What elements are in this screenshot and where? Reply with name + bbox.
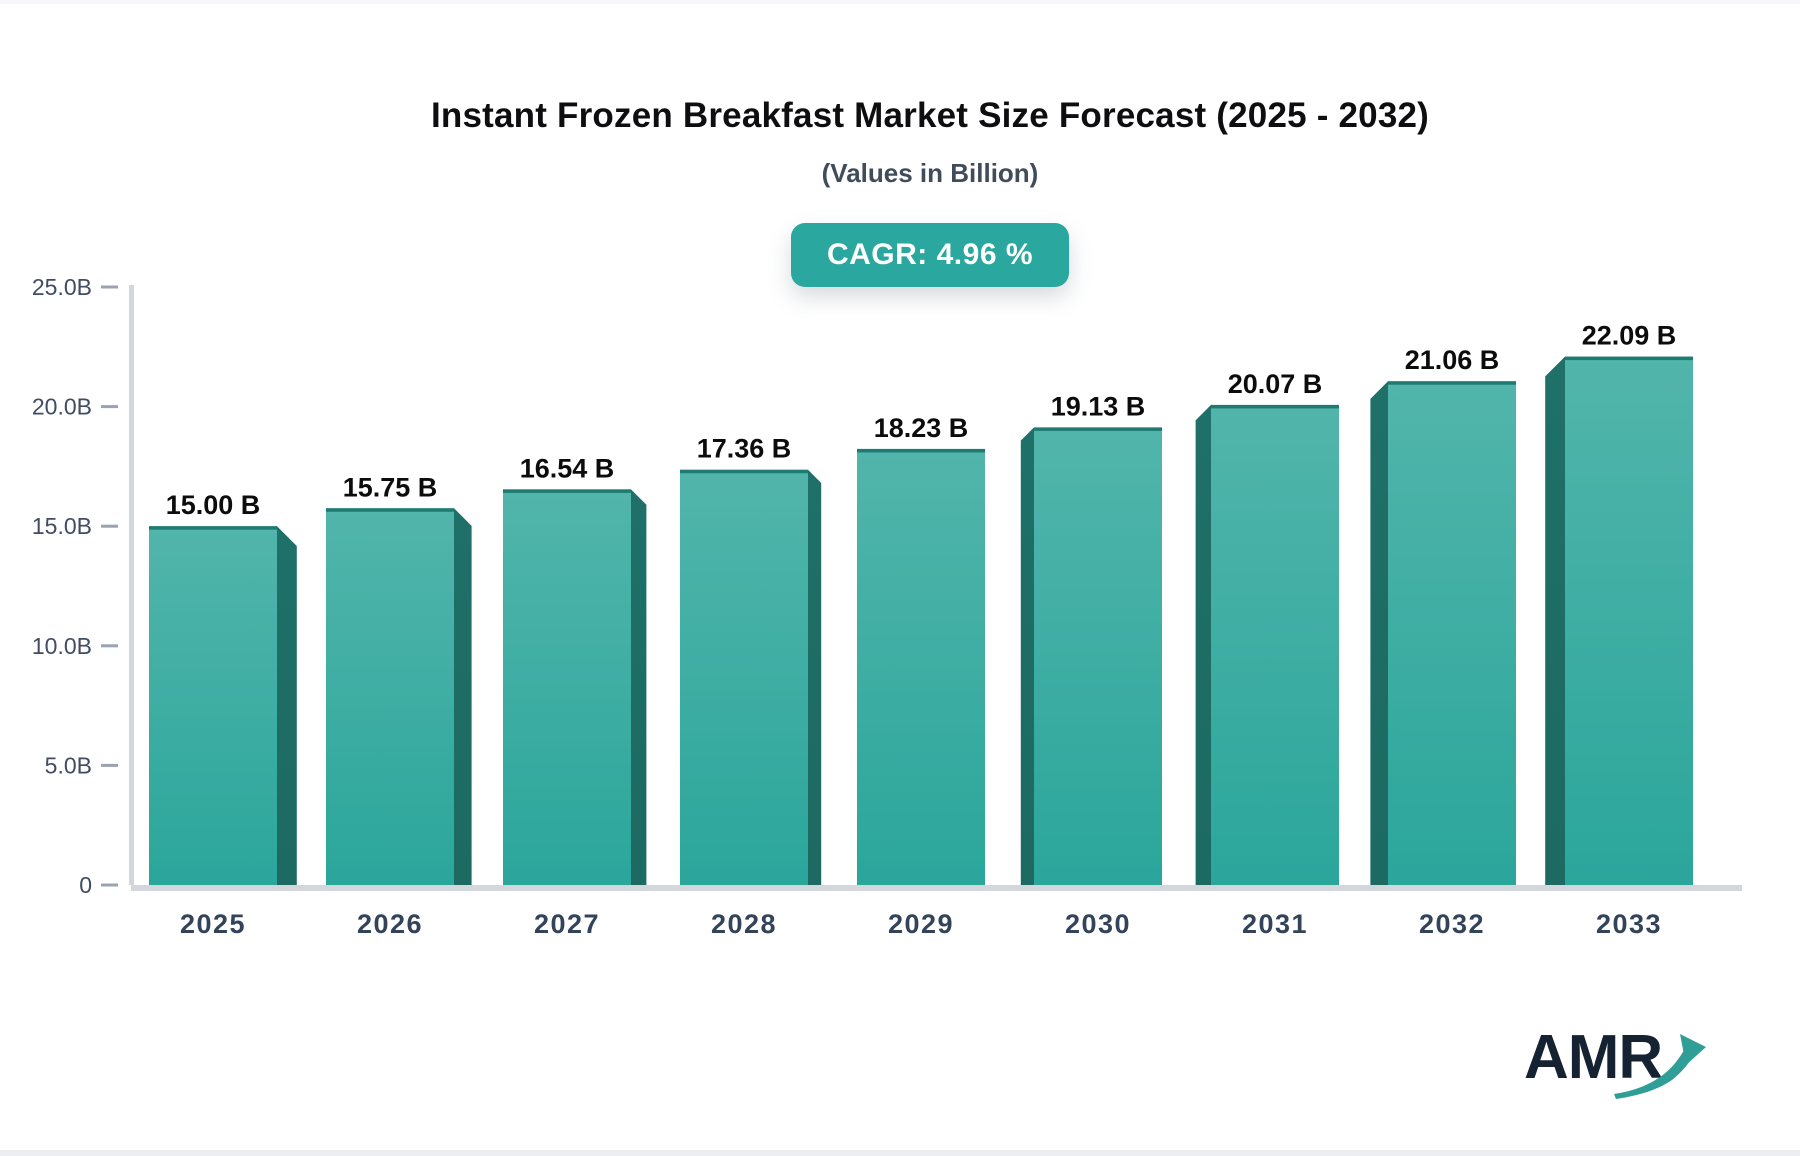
bar-face: [1565, 356, 1693, 886]
bar-side-panel: [277, 526, 297, 885]
bar-2026: 15.75 B 2026: [326, 472, 472, 939]
bar-top-edge: [1388, 381, 1516, 385]
x-axis-category-label: 2030: [1065, 909, 1131, 939]
bar-side-panel: [808, 469, 822, 885]
page-top-border: [0, 0, 1800, 4]
bar-2032: 21.06 B 2032: [1370, 345, 1516, 939]
bar-face: [1388, 381, 1516, 885]
chart-title: Instant Frozen Breakfast Market Size For…: [430, 96, 1430, 135]
bar-top-edge: [1211, 404, 1339, 409]
x-axis-category-label: 2032: [1419, 909, 1485, 939]
bar-2030: 19.13 B 2030: [1020, 391, 1162, 939]
bar-top-edge: [680, 469, 808, 474]
bar-top-edge: [1034, 427, 1162, 431]
bar-value-label: 15.75 B: [343, 472, 438, 502]
bar-value-label: 17.36 B: [697, 434, 792, 464]
bar-2025: 15.00 B 2025: [149, 490, 297, 939]
bar-top-edge: [149, 526, 277, 530]
bar-value-label: 15.00 B: [166, 490, 261, 520]
bar-top-edge: [857, 448, 985, 453]
y-axis-tick-label: 0: [79, 872, 92, 898]
amr-logo-text: AMR: [1524, 1023, 1663, 1092]
bar-side-panel: [454, 508, 472, 885]
x-axis-category-label: 2027: [534, 909, 600, 939]
y-axis-tick-label: 10.0B: [32, 633, 92, 659]
y-axis-line: [129, 285, 134, 885]
y-axis-tick-label: 15.0B: [32, 513, 92, 539]
y-axis-tick: [101, 644, 118, 648]
bar-face: [857, 448, 985, 885]
x-axis-category-label: 2025: [180, 909, 246, 939]
x-axis-line: [131, 885, 1742, 891]
x-axis-category-label: 2031: [1242, 909, 1308, 939]
y-axis-tick: [101, 524, 118, 528]
y-axis-tick-label: 5.0B: [45, 752, 92, 778]
bar-face: [149, 526, 277, 885]
bar-value-label: 20.07 B: [1228, 369, 1323, 399]
bar-top-edge: [326, 508, 454, 512]
bar-face: [680, 469, 808, 885]
bar-2029: 18.23 B 2029: [857, 413, 985, 939]
growth-arrow-icon: [1614, 1034, 1706, 1099]
chart-subtitle: (Values in Billion): [821, 158, 1039, 188]
bar-top-edge: [503, 489, 631, 493]
x-axis-category-label: 2029: [888, 909, 954, 939]
bar-side-panel: [1545, 356, 1565, 886]
y-axis-tick-label: 25.0B: [32, 274, 92, 300]
bar-side-panel: [631, 489, 647, 885]
bar-value-label: 19.13 B: [1051, 391, 1146, 421]
bar-value-label: 21.06 B: [1405, 345, 1500, 375]
cagr-badge: CAGR: 4.96 %: [790, 223, 1070, 287]
bar-side-panel: [1020, 427, 1034, 885]
bar-face: [503, 489, 631, 885]
x-axis-category-label: 2028: [711, 909, 777, 939]
bar-2031: 20.07 B 2031: [1195, 369, 1339, 939]
y-axis-tick-label: 20.0B: [32, 394, 92, 420]
chart-header: Instant Frozen Breakfast Market Size For…: [70, 96, 1790, 287]
y-axis-tick: [101, 405, 118, 409]
bar-2027: 16.54 B 2027: [503, 453, 647, 939]
bar-top-edge: [1565, 356, 1693, 361]
bar-value-label: 18.23 B: [874, 413, 969, 443]
bar-side-panel: [1370, 381, 1388, 885]
y-axis-tick: [101, 763, 118, 767]
y-axis-tick: [101, 883, 118, 887]
bar-face: [1034, 427, 1162, 885]
bar-face: [1211, 404, 1339, 885]
amr-logo: AMR: [1524, 1026, 1724, 1116]
x-axis-category-label: 2026: [357, 909, 423, 939]
bar-side-panel: [1195, 404, 1211, 885]
bar-2033: 22.09 B 2033: [1545, 321, 1693, 939]
bar-face: [326, 508, 454, 885]
bar-2028: 17.36 B 2028: [680, 434, 822, 939]
y-axis-tick: [101, 285, 118, 289]
x-axis-category-label: 2033: [1596, 909, 1662, 939]
page-bottom-border: [0, 1150, 1800, 1156]
bar-value-label: 22.09 B: [1582, 321, 1677, 351]
bar-value-label: 16.54 B: [520, 453, 615, 483]
